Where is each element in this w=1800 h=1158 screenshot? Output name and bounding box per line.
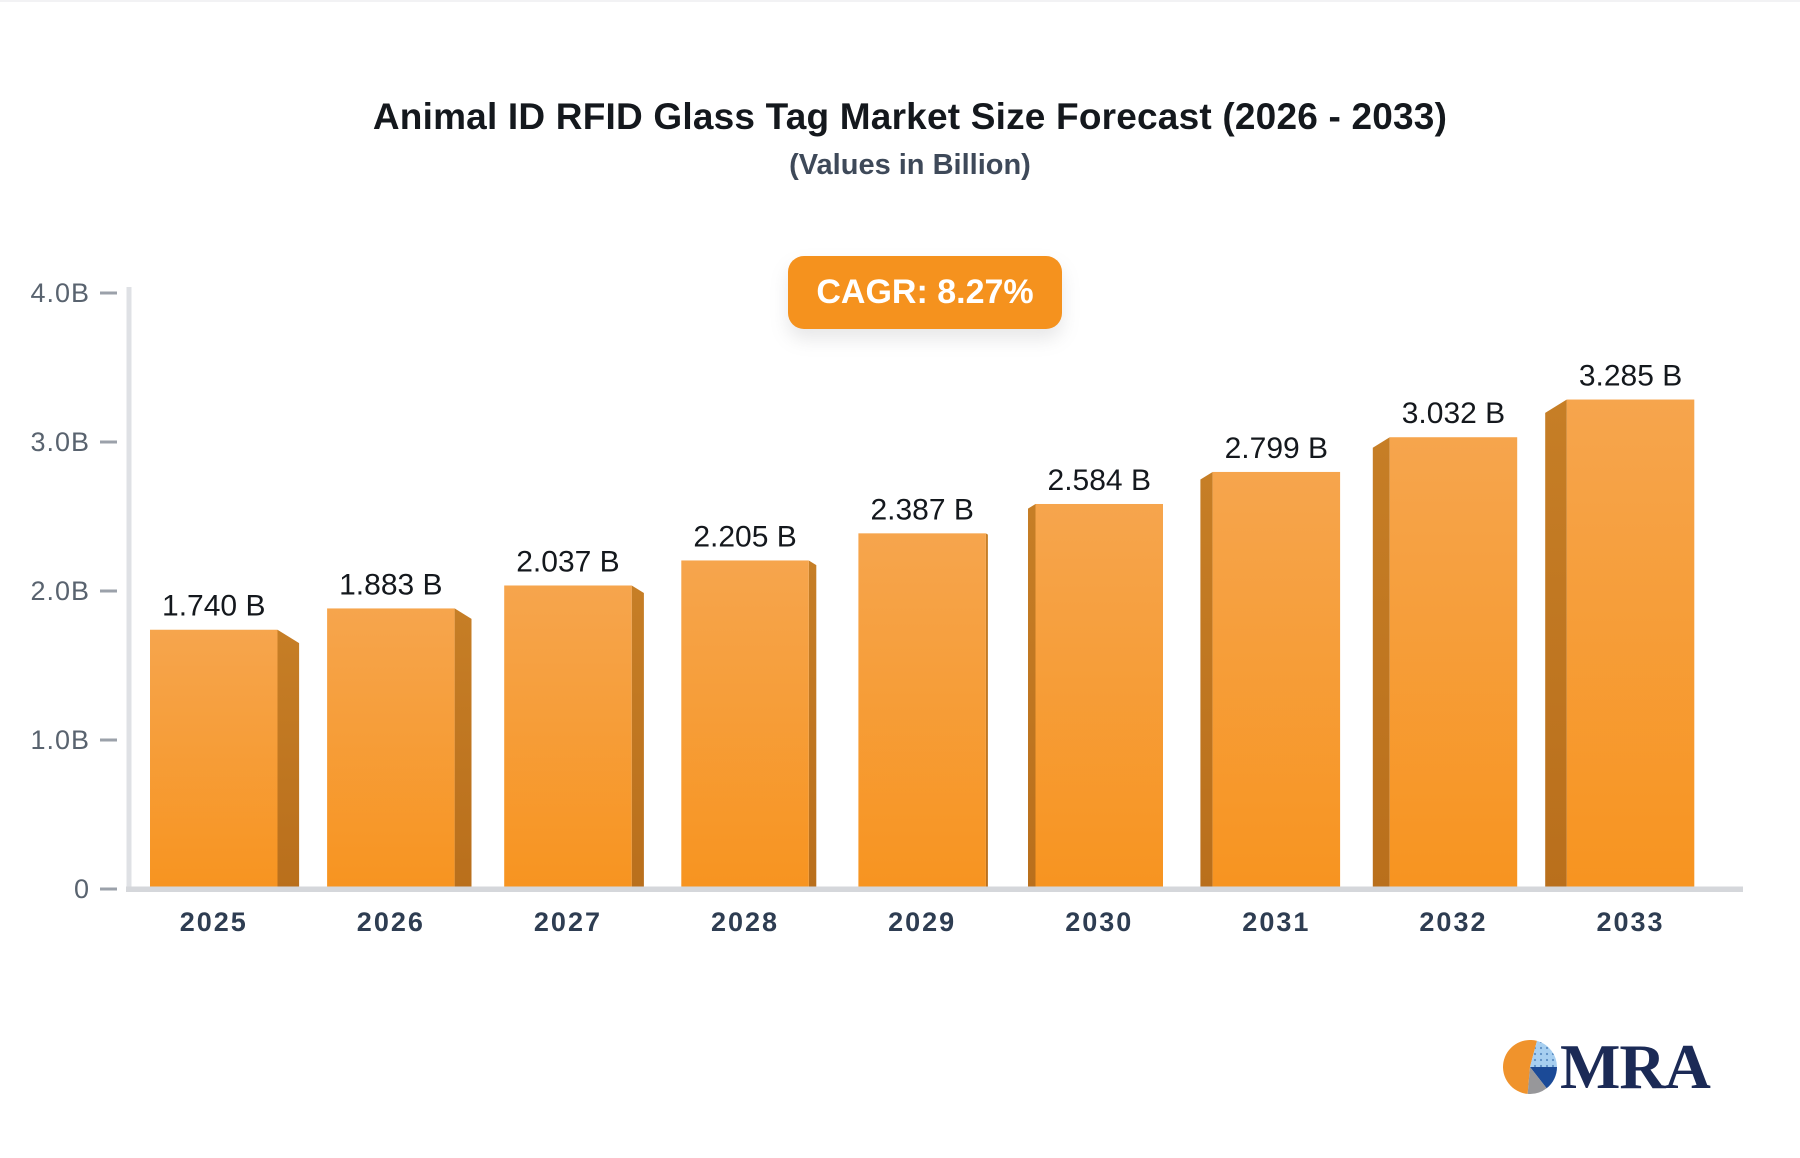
x-axis-baseline (126, 886, 1743, 892)
bar-side-2027 (631, 585, 644, 889)
x-axis-label: 2029 (888, 907, 956, 937)
bar-side-2028 (808, 560, 817, 889)
bar-value-label: 3.285 B (1579, 360, 1682, 393)
cagr-badge-label: CAGR: 8.27% (816, 273, 1034, 311)
bar-2032 (1389, 437, 1518, 889)
bar-value-label: 2.205 B (693, 520, 796, 553)
bar-value-label: 2.037 B (516, 545, 619, 578)
bar-value-label: 2.387 B (870, 493, 973, 526)
pie-slice (1503, 1040, 1537, 1094)
y-tick-dash (100, 887, 117, 891)
bar-value-label: 2.799 B (1225, 432, 1328, 465)
bar-2030 (1035, 503, 1163, 889)
bar-side-2032 (1372, 437, 1390, 889)
bar-2033 (1566, 399, 1695, 889)
x-axis-label: 2025 (180, 907, 248, 937)
pie-chart-logo-icon (1503, 1040, 1557, 1094)
x-axis-label: 2032 (1419, 907, 1487, 937)
x-axis-label: 2028 (711, 907, 779, 937)
bar-side-2026 (454, 608, 472, 889)
y-axis-label: 4.0B (30, 278, 90, 308)
y-tick-dash (100, 440, 117, 444)
bar-2026 (327, 608, 455, 889)
bar-value-label: 2.584 B (1048, 464, 1151, 497)
bar-2028 (681, 560, 809, 889)
y-tick-dash (100, 291, 117, 295)
bar-value-label: 1.883 B (339, 568, 442, 601)
bar-side-2031 (1200, 471, 1213, 889)
pie-slice (1530, 1040, 1557, 1067)
cagr-badge: CAGR: 8.27% (788, 256, 1062, 329)
y-axis-label: 3.0B (30, 427, 90, 457)
x-axis-label: 2031 (1242, 907, 1310, 937)
x-axis-label: 2030 (1065, 907, 1133, 937)
bar-2029 (858, 533, 986, 889)
y-tick-dash (100, 738, 117, 742)
bar-2025 (150, 629, 278, 889)
bar-side-2030 (1028, 503, 1036, 889)
x-axis-label: 2033 (1597, 907, 1665, 937)
bar-side-2033 (1545, 399, 1567, 889)
y-axis-label: 1.0B (30, 725, 90, 755)
x-axis-label: 2026 (357, 907, 425, 937)
bar-side-2029 (985, 533, 988, 889)
bar-side-2025 (277, 629, 300, 889)
chart-title: Animal ID RFID Glass Tag Market Size For… (372, 96, 1448, 137)
bar-2031 (1212, 471, 1341, 889)
bar-value-label: 1.740 B (162, 590, 265, 623)
y-tick-dash (100, 589, 117, 593)
pie-slice (1530, 1067, 1557, 1089)
logo-text: MRA (1560, 1031, 1711, 1102)
y-axis-label: 2.0B (30, 576, 90, 606)
y-axis-line (126, 287, 132, 892)
x-axis-label: 2027 (534, 907, 602, 937)
pie-slice (1527, 1067, 1547, 1094)
bar-value-label: 3.032 B (1402, 397, 1505, 430)
mra-logo: MRA (1502, 1031, 1711, 1102)
y-axis-label: 0 (74, 874, 90, 904)
bar-2027 (504, 585, 632, 889)
chart-subtitle: (Values in Billion) (789, 149, 1031, 181)
